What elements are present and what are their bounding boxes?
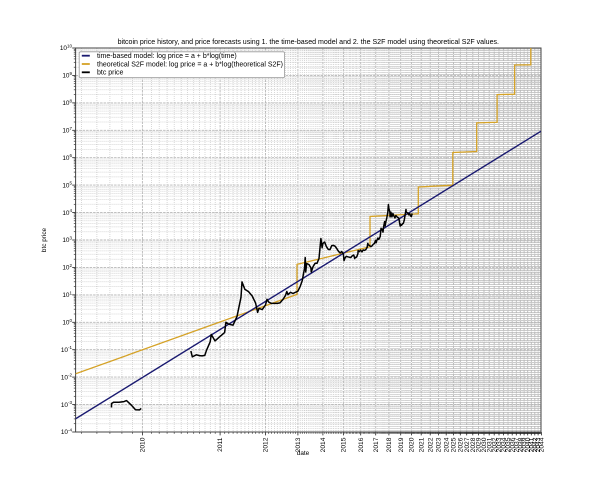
svg-text:106: 106 xyxy=(62,153,72,162)
svg-text:2040: 2040 xyxy=(525,437,532,452)
svg-text:105: 105 xyxy=(62,181,72,190)
svg-text:2015: 2015 xyxy=(341,437,348,452)
svg-text:btc price: btc price xyxy=(41,227,48,252)
svg-text:101: 101 xyxy=(62,290,72,299)
svg-text:10-1: 10-1 xyxy=(61,345,73,354)
svg-text:2034: 2034 xyxy=(501,437,508,452)
svg-text:2036: 2036 xyxy=(509,437,516,452)
svg-text:theoretical S2F model: log pri: theoretical S2F model: log price = a + b… xyxy=(97,61,283,68)
svg-text:102: 102 xyxy=(62,263,72,272)
svg-text:109: 109 xyxy=(62,71,72,80)
svg-text:2023: 2023 xyxy=(436,437,443,452)
svg-text:date: date xyxy=(297,450,310,457)
svg-text:2022: 2022 xyxy=(427,437,434,452)
svg-text:2027: 2027 xyxy=(464,437,471,452)
svg-text:2043: 2043 xyxy=(535,437,542,452)
svg-text:10-2: 10-2 xyxy=(61,373,73,382)
svg-text:10-4: 10-4 xyxy=(61,428,73,437)
svg-text:2041: 2041 xyxy=(528,437,535,452)
svg-text:2039: 2039 xyxy=(521,437,528,452)
svg-text:2033: 2033 xyxy=(496,437,503,452)
svg-text:2026: 2026 xyxy=(457,437,464,452)
svg-text:2018: 2018 xyxy=(386,437,393,452)
svg-text:2021: 2021 xyxy=(418,437,425,452)
svg-text:2035: 2035 xyxy=(505,437,512,452)
svg-text:2011: 2011 xyxy=(217,437,224,452)
svg-text:2029: 2029 xyxy=(476,437,483,452)
svg-text:108: 108 xyxy=(62,98,72,107)
svg-text:2010: 2010 xyxy=(140,437,147,452)
svg-text:2028: 2028 xyxy=(470,437,477,452)
svg-text:2024: 2024 xyxy=(443,437,450,452)
svg-text:bitcoin price history, and pri: bitcoin price history, and price forecas… xyxy=(118,39,499,46)
svg-text:2013: 2013 xyxy=(295,437,302,452)
svg-text:time-based model: log price =: time-based model: log price = a + b*log(… xyxy=(97,53,237,60)
svg-text:2020: 2020 xyxy=(409,437,416,452)
svg-text:2032: 2032 xyxy=(491,437,498,452)
svg-text:2031: 2031 xyxy=(486,437,493,452)
svg-text:2038: 2038 xyxy=(517,437,524,452)
svg-text:btc price: btc price xyxy=(97,70,124,77)
svg-text:2025: 2025 xyxy=(451,437,458,452)
svg-text:2030: 2030 xyxy=(481,437,488,452)
svg-text:2014: 2014 xyxy=(320,437,327,452)
svg-text:2019: 2019 xyxy=(398,437,405,452)
svg-text:1010: 1010 xyxy=(60,44,73,53)
svg-text:2012: 2012 xyxy=(263,437,270,452)
svg-text:2044: 2044 xyxy=(539,437,546,452)
svg-text:10-3: 10-3 xyxy=(61,400,73,409)
svg-text:2017: 2017 xyxy=(373,437,380,452)
svg-text:2016: 2016 xyxy=(358,437,365,452)
svg-text:107: 107 xyxy=(62,126,72,135)
svg-text:100: 100 xyxy=(62,318,72,327)
svg-text:103: 103 xyxy=(62,236,72,245)
svg-text:2037: 2037 xyxy=(513,437,520,452)
svg-text:2042: 2042 xyxy=(532,437,539,452)
svg-text:104: 104 xyxy=(62,208,72,217)
